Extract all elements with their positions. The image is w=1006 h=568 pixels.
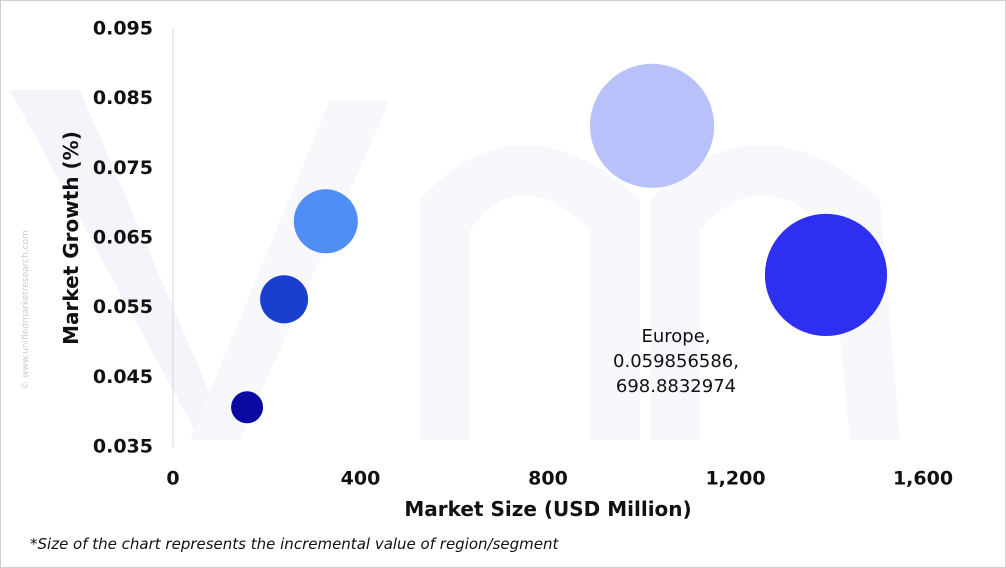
y-tick-label: 0.035 — [93, 436, 153, 458]
watermark-text: © www.unifiedmarketresearch.com — [21, 230, 31, 390]
y-tick-label: 0.095 — [93, 18, 153, 40]
footnote: *Size of the chart represents the increm… — [30, 535, 560, 553]
y-tick-label: 0.045 — [93, 366, 153, 388]
x-axis-title: Market Size (USD Million) — [404, 497, 691, 521]
bubble — [231, 391, 264, 424]
y-tick-label: 0.055 — [93, 296, 153, 318]
annotation: 0.059856586, — [613, 351, 739, 372]
y-tick-label: 0.065 — [93, 227, 153, 249]
x-tick-label: 400 — [341, 468, 381, 490]
bubble — [589, 63, 715, 188]
annotation: 698.8832974 — [616, 376, 736, 397]
x-tick-label: 1,600 — [893, 468, 953, 490]
x-tick-label: 1,200 — [705, 468, 765, 490]
annotation: Europe, — [641, 326, 710, 347]
y-tick-label: 0.085 — [93, 87, 153, 109]
bubble — [293, 189, 358, 254]
x-tick-label: 800 — [528, 468, 568, 490]
x-tick-label: 0 — [166, 468, 179, 490]
bubble — [764, 213, 888, 336]
bubble — [260, 275, 309, 324]
y-tick-label: 0.075 — [93, 157, 153, 179]
y-axis-title: Market Growth (%) — [59, 131, 83, 345]
